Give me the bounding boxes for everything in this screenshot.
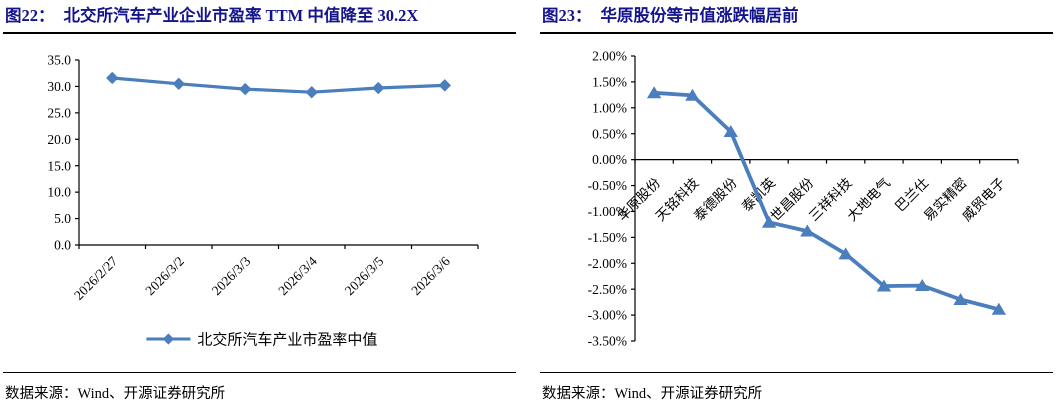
triangle-marker xyxy=(838,246,853,259)
y-axis-tick-label: 10.0 xyxy=(47,184,71,199)
y-axis-tick-label: 0.00% xyxy=(592,152,627,167)
data-source: 数据来源：Wind、开源证券研究所 xyxy=(540,372,1053,403)
x-axis-category-label: 2026/2/27 xyxy=(71,253,120,302)
y-axis-tick-label: 0.50% xyxy=(592,126,627,141)
figure-label: 图23： xyxy=(542,6,592,25)
y-axis-tick-label: 15.0 xyxy=(47,158,71,173)
x-axis-category-label: 大地电气 xyxy=(844,175,893,224)
figure-23: 图23： 华原股份等市值涨跌幅居前 2.00% 1.50% 1.00% 0.50% 0.0… xyxy=(540,0,1053,408)
diamond-marker xyxy=(239,82,252,95)
y-axis-tick-label: 5.0 xyxy=(54,211,71,226)
data-source-text: 数据来源：Wind、开源证券研究所 xyxy=(5,386,226,402)
x-axis-category-label: 2026/3/3 xyxy=(209,253,254,298)
y-axis-tick-label: -2.50% xyxy=(588,281,627,296)
x-axis-category-label: 2026/3/6 xyxy=(408,253,453,298)
y-axis-tick-label: 20.0 xyxy=(47,132,71,147)
x-axis-category-label: 2026/3/4 xyxy=(275,253,320,298)
x-axis-category-label: 泰德股份 xyxy=(691,174,740,223)
triangle-marker xyxy=(723,124,738,137)
legend-label: 北交所汽车产业市盈率中值 xyxy=(197,330,377,348)
triangle-marker xyxy=(761,215,777,228)
series-line xyxy=(110,76,447,94)
x-axis-category-label: 威贸电子 xyxy=(959,175,1008,224)
figure-title: 图22： 北交所汽车产业企业市盈率 TTM 中值降至 30.2X xyxy=(3,0,516,34)
triangle-marker xyxy=(876,279,892,292)
legend-diamond-marker xyxy=(162,333,174,345)
y-axis-tick-label: -1.50% xyxy=(588,230,627,245)
y-axis-tick-label: -2.00% xyxy=(588,255,627,270)
diamond-marker xyxy=(372,81,385,94)
y-axis-tick-label: -3.50% xyxy=(588,333,627,348)
diamond-marker xyxy=(172,77,185,90)
triangle-marker xyxy=(646,85,662,98)
x-axis-category-label: 2026/3/2 xyxy=(142,253,187,298)
diamond-marker xyxy=(438,78,451,92)
triangle-marker xyxy=(685,88,700,101)
y-axis-tick-label: 1.50% xyxy=(592,74,627,89)
data-source: 数据来源：Wind、开源证券研究所 xyxy=(3,372,516,403)
series-line xyxy=(652,90,1001,311)
y-axis-tick-label: -0.50% xyxy=(588,178,627,193)
triangle-marker xyxy=(991,302,1007,315)
triangle-marker xyxy=(800,224,815,237)
y-axis-tick-label: -1.00% xyxy=(588,204,627,219)
y-axis-tick-label: 0.0 xyxy=(54,237,71,252)
y-axis-tick-label: 25.0 xyxy=(47,105,71,120)
triangle-marker xyxy=(953,292,968,305)
y-axis-tick-label: 30.0 xyxy=(47,79,71,94)
figure-title-text: 北交所汽车产业企业市盈率 TTM 中值降至 30.2X xyxy=(63,6,419,25)
y-axis-tick-label: 2.00% xyxy=(592,48,627,63)
triangle-marker xyxy=(915,278,930,291)
y-axis-tick-label: -3.00% xyxy=(588,307,627,322)
y-axis-tick-label: 1.00% xyxy=(592,100,627,115)
y-axis-tick-label: 35.0 xyxy=(47,52,71,67)
figure-title: 图23： 华原股份等市值涨跌幅居前 xyxy=(540,0,1053,34)
diamond-marker xyxy=(305,85,318,99)
x-axis-category-label: 2026/3/5 xyxy=(342,253,387,298)
price-change-line-chart: 2.00% 1.50% 1.00% 0.50% 0.00% -0.50% -1.00% -1.… xyxy=(588,48,1019,348)
diamond-marker xyxy=(106,71,119,84)
figure-22: 图22： 北交所汽车产业企业市盈率 TTM 中值降至 30.2X 35.0 30.0… xyxy=(3,0,516,408)
figure-title-text: 华原股份等市值涨跌幅居前 xyxy=(600,6,799,25)
figure-label: 图22： xyxy=(5,6,55,25)
data-source-text: 数据来源：Wind、开源证券研究所 xyxy=(542,386,763,402)
